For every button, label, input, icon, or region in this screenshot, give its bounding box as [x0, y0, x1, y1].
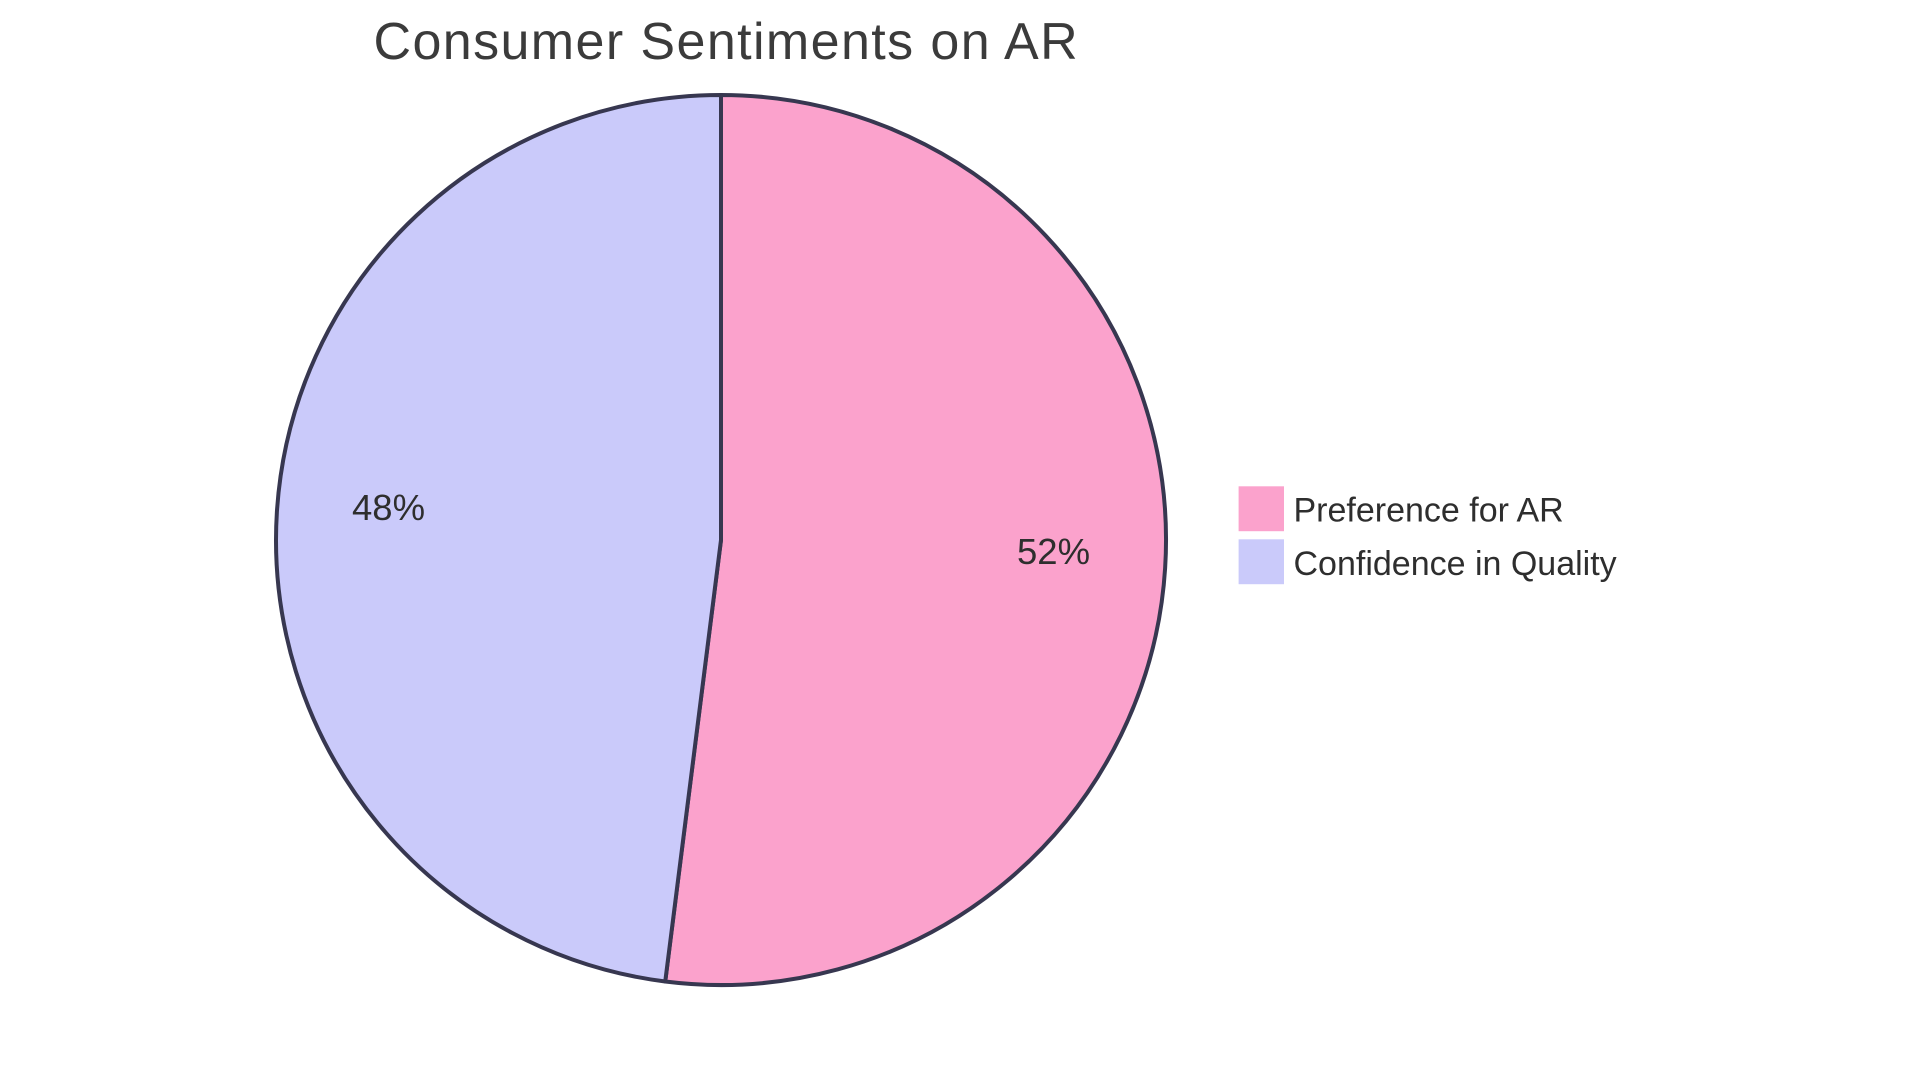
svg-text:52%: 52%: [1017, 531, 1090, 572]
svg-text:Consumer Sentiments on AR: Consumer Sentiments on AR: [374, 13, 1080, 71]
svg-text:Confidence in Quality: Confidence in Quality: [1294, 545, 1617, 583]
svg-text:Preference for AR: Preference for AR: [1294, 492, 1564, 530]
svg-text:48%: 48%: [352, 487, 425, 528]
